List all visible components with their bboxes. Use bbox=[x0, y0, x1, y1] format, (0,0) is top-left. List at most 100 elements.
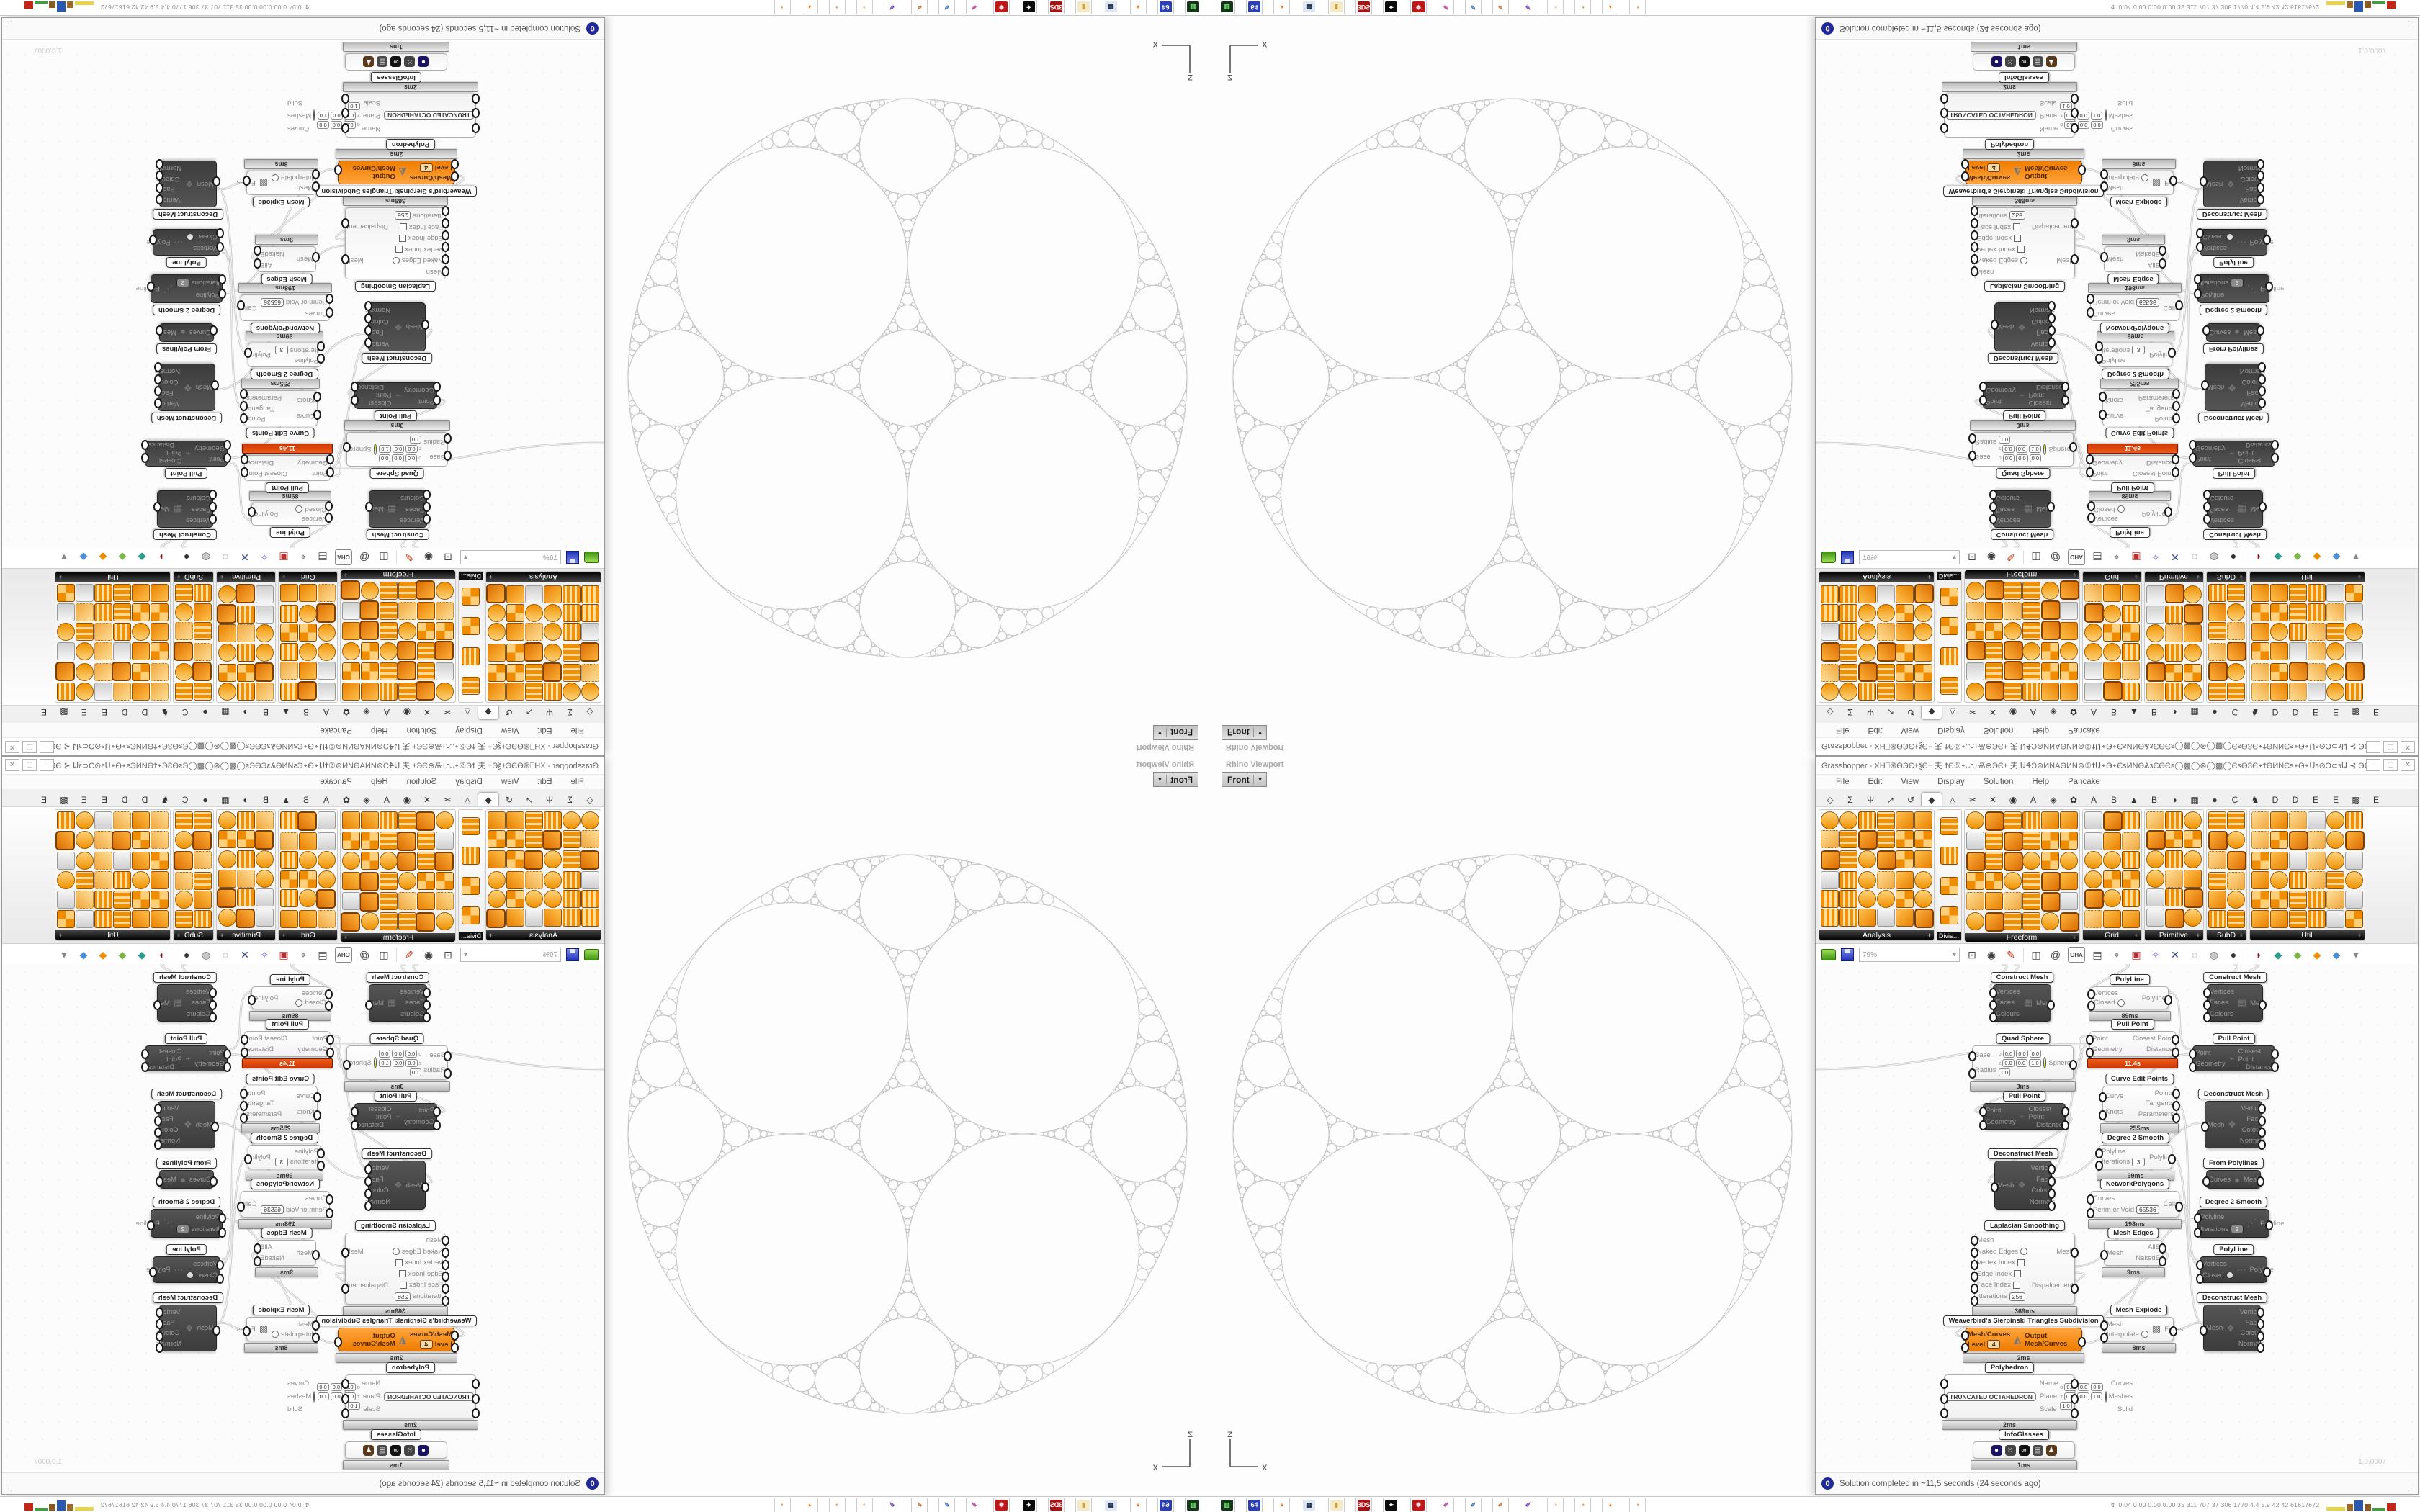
component-deconstruct-mesh[interactable]: Mesh ❖ Vertices Faces Colours Normals bbox=[364, 1161, 429, 1211]
input-pin[interactable] bbox=[1961, 171, 1969, 181]
output-pin[interactable] bbox=[2257, 1331, 2264, 1341]
output-pin[interactable] bbox=[365, 502, 373, 512]
component-icon[interactable] bbox=[398, 602, 417, 620]
component-icon[interactable] bbox=[361, 832, 380, 850]
component-icon[interactable] bbox=[218, 624, 237, 643]
component-icon[interactable] bbox=[1966, 811, 1984, 829]
component-laplacian-smoothing[interactable]: Mesh Naked Edges Vertex Index Edge Index Fac… bbox=[1971, 1233, 2079, 1306]
output-pin[interactable] bbox=[2047, 502, 2055, 512]
output-pin[interactable] bbox=[341, 1284, 349, 1294]
component-polyline[interactable]: Vertices Closed Polyline bbox=[2087, 501, 2172, 526]
tab-category-6[interactable]: △ bbox=[464, 795, 471, 805]
component-icon[interactable] bbox=[297, 680, 318, 701]
component-icon[interactable] bbox=[1940, 587, 1958, 606]
menu-item-pancake[interactable]: Pancake bbox=[320, 778, 352, 786]
component-icon[interactable] bbox=[194, 622, 212, 641]
tab-category-20[interactable]: C bbox=[2231, 707, 2238, 717]
component-icon[interactable] bbox=[2146, 643, 2164, 662]
component-icon[interactable] bbox=[436, 662, 454, 680]
component-icon[interactable] bbox=[580, 642, 599, 662]
menu-item-help[interactable]: Help bbox=[370, 778, 388, 786]
output-pin[interactable] bbox=[2047, 1000, 2055, 1010]
component-icon[interactable] bbox=[113, 811, 132, 830]
input-pin[interactable] bbox=[1940, 1393, 1948, 1404]
component-icon[interactable] bbox=[2226, 871, 2245, 890]
component-icon[interactable] bbox=[417, 832, 436, 850]
component-icon[interactable] bbox=[2226, 622, 2245, 641]
component-icon[interactable] bbox=[2146, 624, 2164, 643]
output-pin[interactable] bbox=[2263, 1266, 2271, 1277]
component-icon[interactable] bbox=[1858, 870, 1876, 889]
tab-category-5[interactable]: ◆ bbox=[478, 706, 499, 720]
tab-category-21[interactable]: ♞ bbox=[161, 795, 169, 805]
output-pin[interactable] bbox=[153, 1000, 161, 1010]
tab-category-24[interactable]: E bbox=[2312, 707, 2318, 717]
component-icon[interactable] bbox=[359, 872, 380, 891]
component-icon[interactable] bbox=[2344, 831, 2365, 851]
gem-blue-icon[interactable]: ◆ bbox=[2332, 948, 2341, 960]
component-deconstruct-mesh[interactable]: Mesh ❖ Vertices Faces Colours Normals bbox=[156, 159, 220, 207]
plane-value[interactable]: 0.0 bbox=[405, 1049, 418, 1058]
output-pin[interactable] bbox=[341, 218, 349, 228]
component-icon[interactable] bbox=[1914, 663, 1932, 682]
component-icon[interactable] bbox=[2326, 852, 2344, 870]
close-button[interactable]: ✕ bbox=[5, 741, 19, 753]
component-icon[interactable] bbox=[1984, 602, 2003, 620]
input-pin[interactable] bbox=[1971, 1284, 1978, 1294]
component-pull-point[interactable]: Point Geometry ⌁ Closest Point Distance bbox=[2189, 440, 2279, 467]
component-icon[interactable] bbox=[76, 682, 94, 701]
component-icon[interactable] bbox=[217, 888, 237, 908]
input-pin[interactable] bbox=[2194, 289, 2202, 299]
component-icon[interactable] bbox=[2307, 642, 2326, 660]
component-icon[interactable] bbox=[132, 662, 151, 681]
component-polyline[interactable]: Vertices Closed ⋯ Polyline bbox=[2196, 228, 2274, 256]
preview-shaded-icon[interactable]: ◍ bbox=[201, 948, 211, 960]
input-pin[interactable] bbox=[2086, 1048, 2094, 1058]
component-icon[interactable] bbox=[2269, 831, 2288, 850]
component-icon[interactable] bbox=[318, 584, 336, 603]
output-pin[interactable] bbox=[2258, 1139, 2266, 1150]
dark-app-taskbar-icon[interactable]: ✦ bbox=[1383, 1497, 1399, 1512]
output-pin[interactable] bbox=[240, 1112, 248, 1123]
input-pin[interactable] bbox=[326, 467, 334, 477]
output-pin[interactable] bbox=[2172, 1101, 2180, 1111]
3ds-max-taskbar-icon[interactable]: 3DS bbox=[1048, 1497, 1065, 1512]
output-pin[interactable] bbox=[2271, 1062, 2279, 1072]
save-file-icon[interactable] bbox=[566, 551, 579, 564]
tab-category-3[interactable]: ↗ bbox=[1886, 795, 1895, 805]
component-icon[interactable] bbox=[2269, 584, 2288, 603]
component-icon[interactable] bbox=[563, 585, 581, 604]
plane-value[interactable]: 0.0 bbox=[2015, 445, 2028, 454]
toggle-checkbox[interactable] bbox=[400, 223, 407, 231]
input-pin[interactable] bbox=[2099, 1110, 2107, 1120]
component-icon[interactable] bbox=[280, 662, 299, 680]
plane-value[interactable]: 0.0 bbox=[2002, 454, 2015, 463]
component-icon[interactable] bbox=[2183, 830, 2202, 849]
plane-value[interactable]: 0.0 bbox=[2091, 1383, 2103, 1391]
input-pin[interactable] bbox=[2099, 1092, 2107, 1102]
tab-category-4[interactable]: ↺ bbox=[505, 795, 514, 805]
tab-category-16[interactable]: B bbox=[263, 795, 269, 805]
component-icon[interactable] bbox=[175, 891, 194, 909]
component-icon[interactable] bbox=[1858, 908, 1876, 927]
output-pin[interactable] bbox=[2048, 1176, 2056, 1187]
component-icon[interactable] bbox=[2307, 623, 2326, 642]
input-pin[interactable] bbox=[451, 1342, 459, 1353]
output-pin[interactable] bbox=[351, 1120, 359, 1130]
component-icon[interactable] bbox=[2040, 811, 2059, 829]
component-icon[interactable] bbox=[2183, 869, 2202, 888]
component-icon[interactable] bbox=[2084, 584, 2102, 603]
gem-orange-icon[interactable]: ◆ bbox=[2313, 948, 2321, 960]
input-pin[interactable] bbox=[1940, 1379, 1948, 1390]
component-icon[interactable] bbox=[2344, 852, 2363, 870]
component-icon[interactable] bbox=[94, 642, 113, 660]
menu-item-solution[interactable]: Solution bbox=[406, 778, 437, 786]
toggle-circle[interactable] bbox=[392, 256, 400, 264]
plane-value[interactable]: 0.0 bbox=[392, 1049, 404, 1058]
component-icon[interactable] bbox=[361, 642, 380, 660]
output-pin[interactable] bbox=[341, 1248, 349, 1258]
console-app-taskbar-icon[interactable]: ▥ bbox=[1185, 1497, 1201, 1512]
component-icon[interactable] bbox=[237, 850, 256, 869]
component-icon[interactable] bbox=[151, 682, 169, 701]
